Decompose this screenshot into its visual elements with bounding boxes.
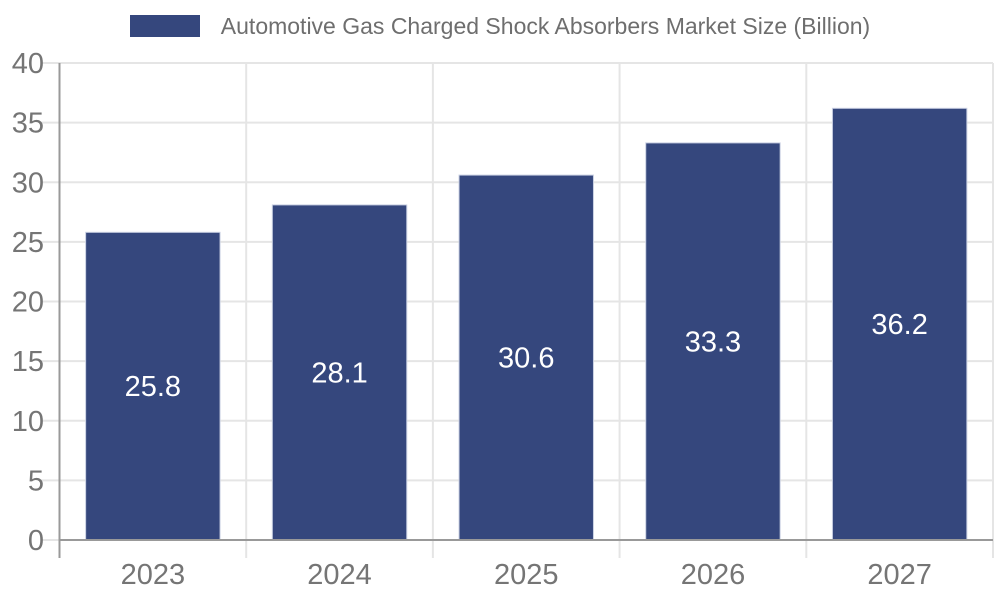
x-tick-label-2023: 2023 bbox=[121, 559, 186, 591]
bar-value-label-2026: 33.3 bbox=[685, 326, 741, 358]
x-tick-label-2026: 2026 bbox=[681, 559, 746, 591]
bar-2025 bbox=[458, 174, 594, 541]
y-tick-label-30: 30 bbox=[12, 167, 44, 199]
bar-2024 bbox=[271, 204, 408, 541]
y-tick-label-25: 25 bbox=[12, 227, 44, 259]
y-tick-label-10: 10 bbox=[12, 406, 44, 438]
x-tick-label-2024: 2024 bbox=[307, 559, 372, 591]
legend-swatch bbox=[129, 15, 200, 37]
y-tick-label-35: 35 bbox=[12, 108, 44, 140]
x-tick-label-2027: 2027 bbox=[867, 559, 932, 591]
y-tick-label-15: 15 bbox=[12, 346, 44, 378]
bar-value-label-2024: 28.1 bbox=[311, 357, 367, 389]
bar-2027 bbox=[831, 107, 968, 541]
bar-value-label-2023: 25.8 bbox=[125, 371, 181, 403]
y-tick-label-5: 5 bbox=[28, 465, 44, 497]
y-tick-label-0: 0 bbox=[28, 525, 44, 557]
legend-label: Automotive Gas Charged Shock Absorbers M… bbox=[220, 13, 871, 39]
bar-value-label-2025: 30.6 bbox=[498, 343, 554, 375]
bar-value-label-2027: 36.2 bbox=[871, 309, 927, 341]
x-tick-label-2025: 2025 bbox=[494, 559, 559, 591]
bar-2026 bbox=[645, 142, 781, 541]
y-tick-label-20: 20 bbox=[12, 287, 44, 319]
legend: Automotive Gas Charged Shock Absorbers M… bbox=[0, 13, 1000, 39]
y-tick-label-40: 40 bbox=[12, 48, 44, 80]
bar-2023 bbox=[85, 231, 221, 541]
